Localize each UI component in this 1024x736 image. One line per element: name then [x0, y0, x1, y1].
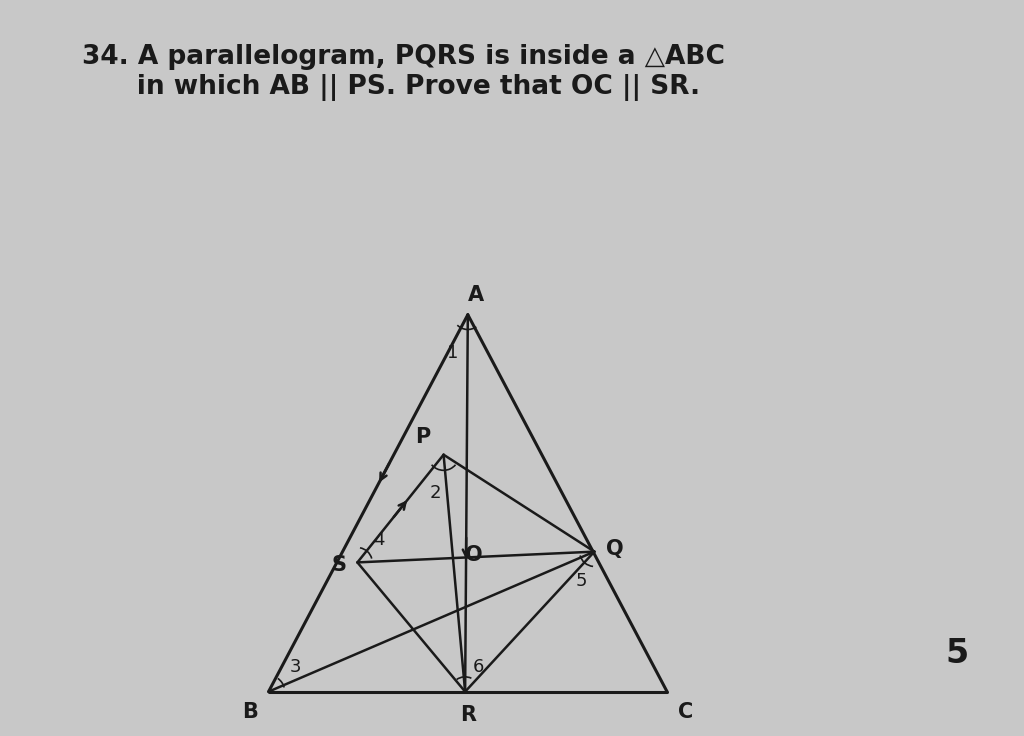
Text: 3: 3 [290, 657, 301, 676]
Text: 1: 1 [447, 344, 459, 362]
Text: 6: 6 [473, 657, 484, 676]
Text: R: R [460, 705, 476, 725]
Text: Q: Q [606, 539, 624, 559]
Text: P: P [415, 427, 430, 447]
Text: C: C [678, 702, 693, 723]
Text: O: O [465, 545, 482, 565]
Text: 34. A parallelogram, PQRS is inside a △ABC
      in which AB || PS. Prove that O: 34. A parallelogram, PQRS is inside a △A… [82, 44, 725, 101]
Text: A: A [468, 285, 484, 305]
Text: S: S [332, 555, 347, 575]
Text: 4: 4 [373, 531, 385, 549]
Text: 2: 2 [430, 484, 441, 503]
Text: 5: 5 [575, 572, 587, 590]
Text: 5: 5 [946, 637, 969, 670]
Text: B: B [242, 702, 258, 723]
